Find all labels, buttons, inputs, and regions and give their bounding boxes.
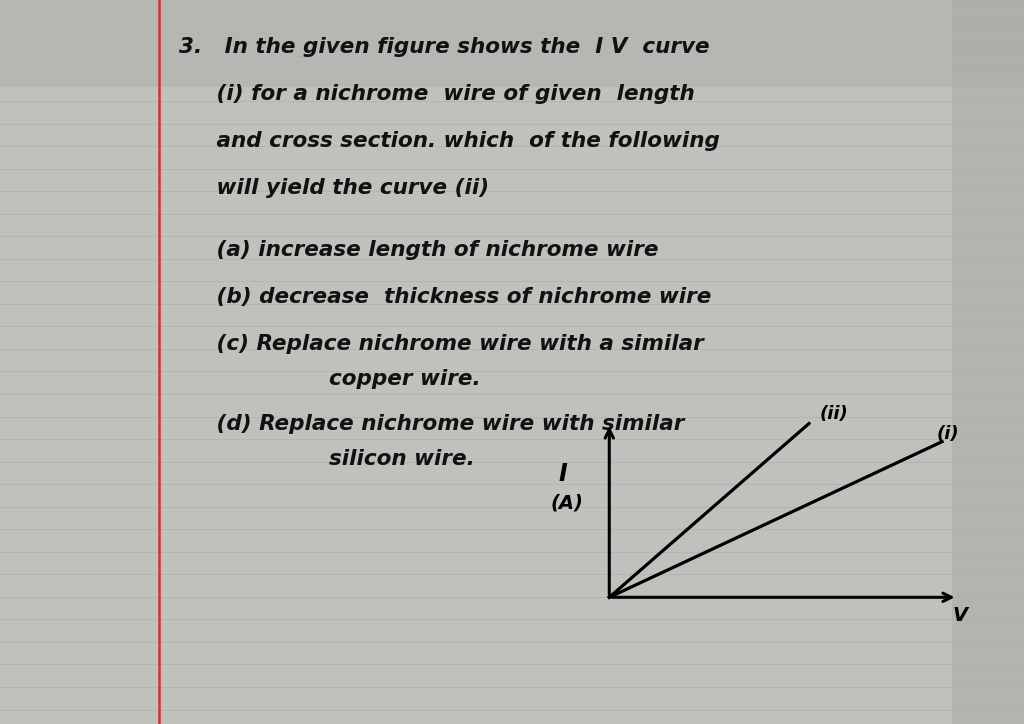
Text: (b) decrease  thickness of nichrome wire: (b) decrease thickness of nichrome wire [179,287,712,307]
Text: (i): (i) [937,426,959,443]
Bar [952,0,1024,724]
Text: copper wire.: copper wire. [179,369,481,390]
Text: I: I [558,462,567,487]
Text: (a) increase length of nichrome wire: (a) increase length of nichrome wire [179,240,658,260]
Text: 3.   In the given figure shows the  I V  curve: 3. In the given figure shows the I V cur… [179,37,710,57]
Bar [0,0,1024,87]
Text: silicon wire.: silicon wire. [179,449,475,469]
Text: (A): (A) [551,494,584,513]
Text: V: V [952,606,968,625]
Text: (c) Replace nichrome wire with a similar: (c) Replace nichrome wire with a similar [179,334,703,354]
Text: (i) for a nichrome  wire of given  length: (i) for a nichrome wire of given length [179,84,695,104]
Text: (ii): (ii) [819,405,848,423]
Text: (d) Replace nichrome wire with similar: (d) Replace nichrome wire with similar [179,413,685,434]
Text: will yield the curve (ii): will yield the curve (ii) [179,178,489,198]
Text: and cross section. which  of the following: and cross section. which of the followin… [179,131,720,151]
